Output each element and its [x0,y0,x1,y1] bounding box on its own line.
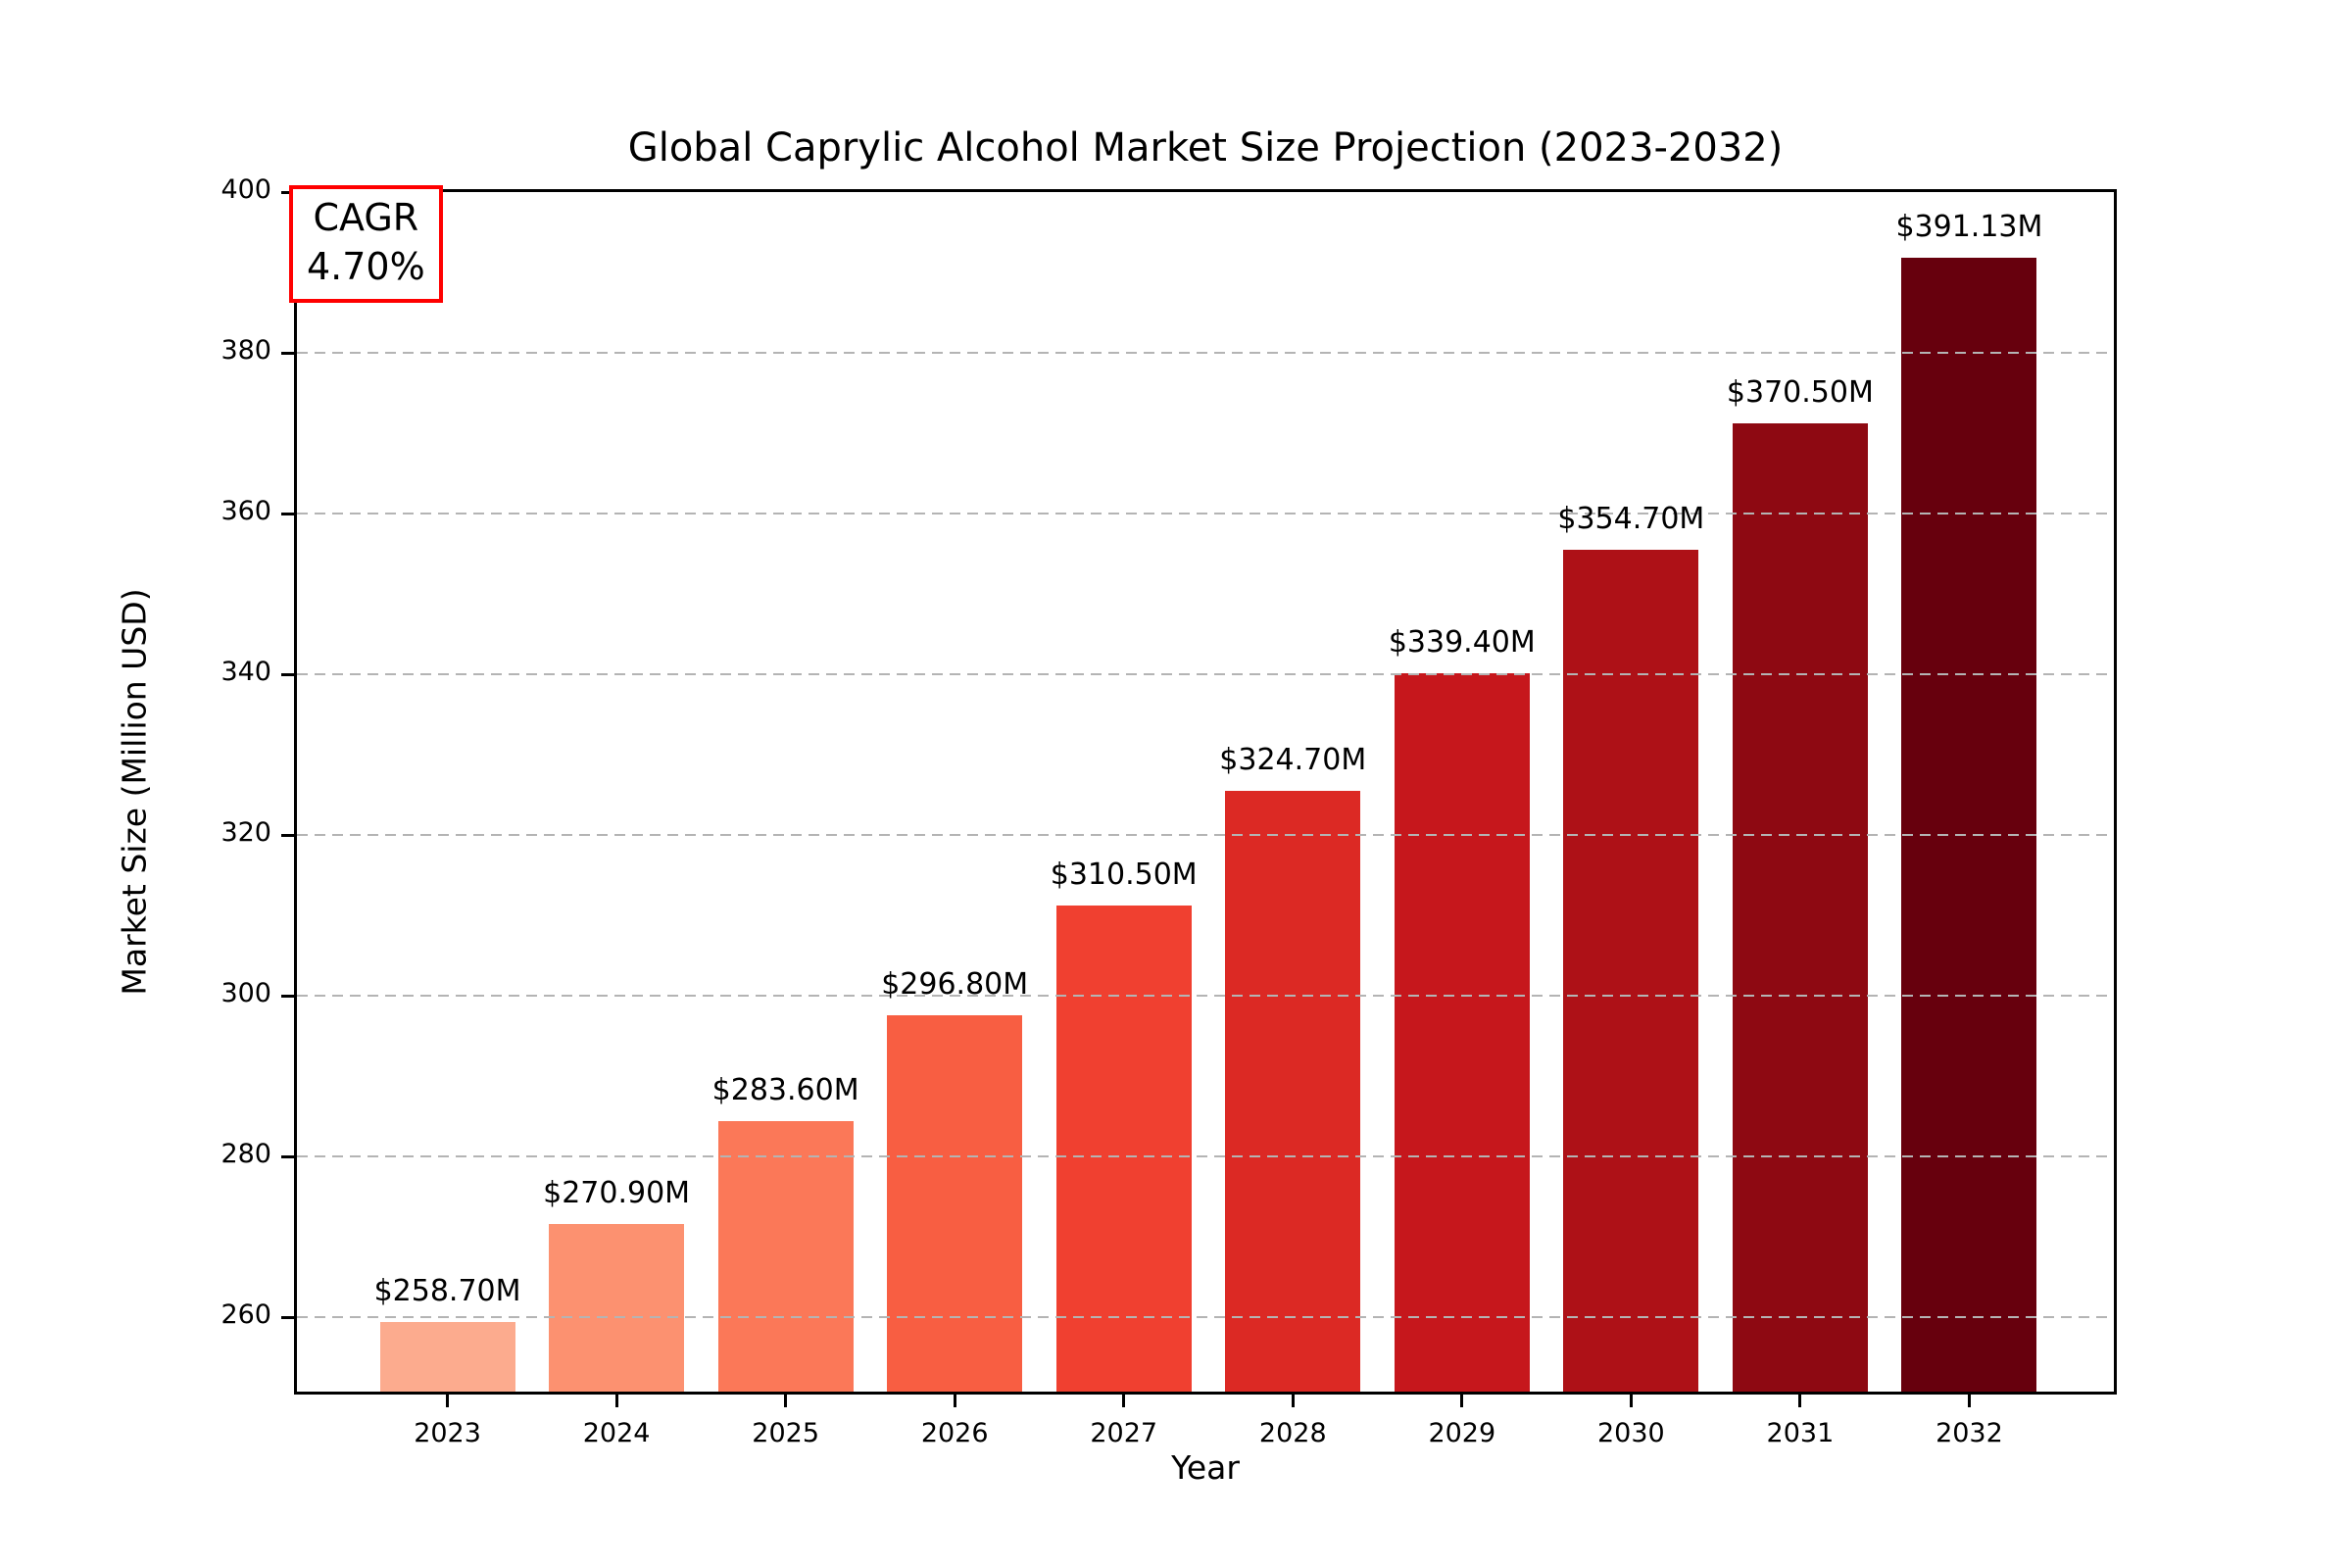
bar-value-label-2027: $310.50M [1050,857,1198,892]
bar-value-label-2024: $270.90M [543,1175,691,1210]
y-tick-mark-300 [281,994,294,998]
y-tick-mark-280 [281,1154,294,1158]
y-tick-mark-320 [281,833,294,837]
y-tick-mark-340 [281,672,294,676]
y-tick-label-380: 380 [220,335,271,366]
x-tick-mark-2024 [614,1395,618,1407]
x-tick-label-2024: 2024 [582,1418,651,1448]
gridline-360 [297,513,2114,514]
y-tick-mark-380 [281,351,294,355]
x-tick-mark-2025 [784,1395,788,1407]
x-tick-label-2029: 2029 [1428,1418,1496,1448]
chart-title: Global Caprylic Alcohol Market Size Proj… [627,125,1784,171]
bar-2023 [379,1321,515,1392]
x-tick-label-2031: 2031 [1766,1418,1835,1448]
gridline-300 [297,995,2114,997]
bar-value-label-2028: $324.70M [1219,743,1367,778]
y-axis-label: Market Size (Million USD) [115,588,154,996]
x-tick-mark-2029 [1460,1395,1464,1407]
bar-2031 [1732,422,1868,1392]
bar-value-label-2031: $370.50M [1726,374,1874,410]
bar-value-label-2023: $258.70M [373,1273,521,1308]
x-tick-label-2032: 2032 [1936,1418,2003,1448]
x-axis-label: Year [1171,1448,1240,1487]
bar-value-label-2026: $296.80M [881,967,1029,1003]
y-tick-label-400: 400 [220,174,271,205]
x-tick-label-2026: 2026 [920,1418,989,1448]
gridline-260 [297,1316,2114,1318]
cagr-annotation-line1: CAGR [313,196,419,239]
y-tick-mark-400 [281,190,294,194]
gridline-280 [297,1155,2114,1157]
gridline-340 [297,673,2114,675]
x-tick-mark-2023 [446,1395,450,1407]
y-tick-label-280: 280 [220,1139,271,1169]
x-tick-label-2025: 2025 [752,1418,819,1448]
bar-2024 [549,1223,685,1392]
y-tick-label-320: 320 [220,817,271,848]
gridline-380 [297,352,2114,354]
plot-area: CAGR 4.70% 260 280 300 320 340 360 380 400 $258.… [220,174,2117,1448]
y-tick-label-300: 300 [220,978,271,1008]
bar-2026 [887,1015,1023,1392]
cagr-annotation-line2: 4.70% [307,245,425,288]
bar-value-label-2030: $354.70M [1557,502,1705,537]
y-tick-label-360: 360 [220,496,271,526]
bar-value-label-2025: $283.60M [711,1073,859,1108]
x-tick-mark-2032 [1967,1395,1971,1407]
bar-2032 [1901,257,2037,1392]
x-tick-label-2027: 2027 [1090,1418,1158,1448]
bar-2025 [717,1121,854,1392]
bar-value-label-2032: $391.13M [1895,209,2043,244]
x-tick-mark-2030 [1629,1395,1633,1407]
bar-2028 [1225,791,1361,1392]
y-tick-mark-360 [281,512,294,515]
x-tick-mark-2026 [953,1395,956,1407]
y-tick-mark-260 [281,1315,294,1319]
y-tick-label-260: 260 [220,1299,271,1330]
cagr-annotation: CAGR 4.70% [289,185,443,303]
bar-2027 [1055,905,1192,1392]
x-tick-mark-2031 [1798,1395,1802,1407]
y-tick-label-340: 340 [220,657,271,687]
x-tick-mark-2028 [1291,1395,1295,1407]
x-tick-label-2028: 2028 [1258,1418,1327,1448]
bar-2029 [1394,672,1530,1392]
gridline-320 [297,834,2114,836]
bar-value-label-2029: $339.40M [1388,624,1536,660]
x-tick-label-2023: 2023 [414,1418,481,1448]
x-tick-mark-2027 [1122,1395,1126,1407]
bar-2030 [1563,550,1699,1392]
x-tick-label-2030: 2030 [1596,1418,1665,1448]
